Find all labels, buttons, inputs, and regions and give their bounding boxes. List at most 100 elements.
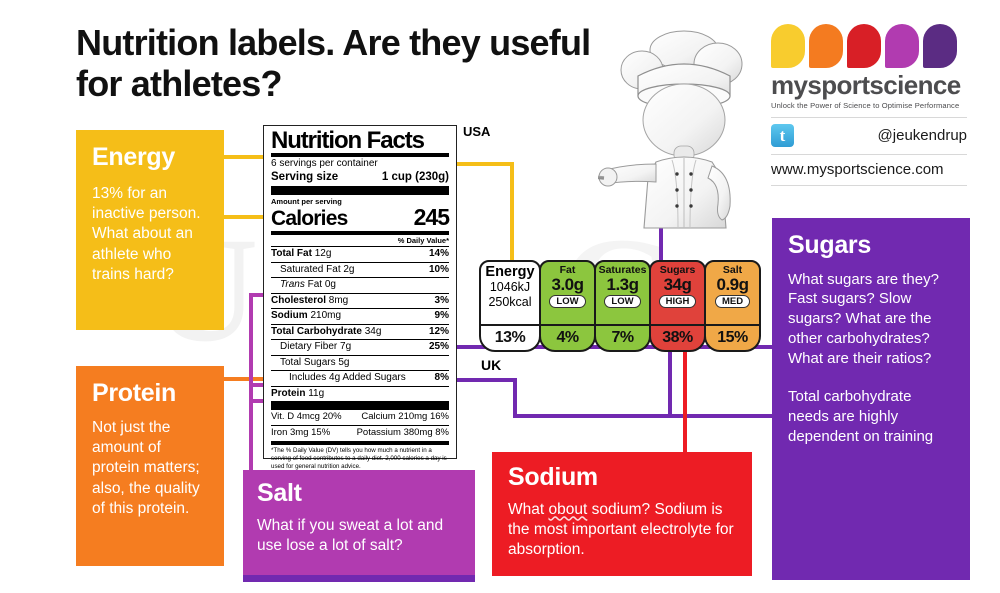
uk-cell-amount: 3.0g bbox=[551, 275, 584, 295]
nutrient-row: Total Carbohydrate 34g 12% bbox=[271, 323, 449, 340]
uk-cell-level: LOW bbox=[604, 294, 641, 308]
nutrient-daily-value: 3% bbox=[434, 294, 449, 306]
callout-energy-body: 13% for an inactive person. What about a… bbox=[92, 184, 201, 284]
twitter-handle[interactable]: @jeukendrup bbox=[877, 127, 967, 144]
divider bbox=[771, 154, 967, 155]
connector-sugars-riser bbox=[668, 352, 672, 416]
nutrient-row: Includes 4g Added Sugars 8% bbox=[271, 370, 449, 386]
nutrient-row: Total Sugars 5g bbox=[271, 354, 449, 371]
nutrition-facts-panel: Nutrition Facts 6 servings per container… bbox=[263, 125, 457, 470]
callout-sodium-heading: Sodium bbox=[508, 463, 598, 491]
nutrient-name: Saturated Fat 2g bbox=[280, 263, 355, 275]
vitamin-right: Calcium 210mg 16% bbox=[361, 411, 449, 423]
brand-tagline: Unlock the Power of Science to Optimise … bbox=[771, 101, 960, 110]
twitter-icon[interactable]: t bbox=[771, 124, 794, 147]
nutrient-daily-value: 9% bbox=[434, 310, 449, 322]
uk-cell-name: Salt bbox=[722, 264, 743, 276]
nutrient-name: Protein 11g bbox=[271, 387, 325, 399]
uk-cell-fat: Fat 3.0g LOW 4% bbox=[539, 260, 596, 352]
uk-energy-kcal: 250kcal bbox=[488, 295, 532, 310]
nutrient-name: Trans Fat 0g bbox=[280, 279, 336, 291]
callout-energy-heading: Energy bbox=[92, 143, 175, 171]
twitter-row[interactable]: t @jeukendrup bbox=[771, 124, 967, 147]
serving-size-row: Serving size 1 cup (230g) bbox=[271, 170, 449, 184]
brand-name: mysportscience bbox=[771, 70, 961, 100]
serving-size-value: 1 cup (230g) bbox=[381, 171, 449, 183]
connector-energy-top bbox=[224, 155, 266, 159]
nutrient-name: Total Fat 12g bbox=[271, 248, 332, 260]
connector-sugars-left-h bbox=[457, 378, 517, 382]
callout-protein-body: Not just the amount of protein matters; … bbox=[92, 418, 200, 518]
usa-label: USA bbox=[463, 124, 491, 139]
uk-cell-level: HIGH bbox=[658, 294, 697, 308]
servings-per-container: 6 servings per container bbox=[271, 158, 378, 169]
nutrient-daily-value: 25% bbox=[428, 341, 449, 353]
nutrient-daily-value: 8% bbox=[434, 372, 449, 384]
uk-cell-energy: Energy 1046kJ 250kcal 13% bbox=[479, 260, 541, 352]
nutrition-facts-title: Nutrition Facts bbox=[271, 127, 425, 154]
nutrient-row: Dietary Fiber 7g 25% bbox=[271, 339, 449, 355]
nutrient-row: Cholesterol 8mg 3% bbox=[271, 292, 449, 309]
connector-energy-bottom bbox=[224, 215, 266, 219]
nutrient-row: Sodium 210mg 9% bbox=[271, 308, 449, 324]
connector-salt-h2 bbox=[249, 383, 267, 387]
vitamin-row: Vit. D 4mcg 20% Calcium 210mg 16% bbox=[271, 410, 449, 424]
vitamin-left: Vit. D 4mcg 20% bbox=[271, 411, 342, 423]
chef-mascot-illustration bbox=[598, 30, 743, 229]
sodium-text-typo: obout bbox=[548, 500, 588, 518]
callout-sugars-body: What sugars are they? Fast sugars? Slow … bbox=[788, 270, 939, 368]
serving-size-label: Serving size bbox=[271, 171, 339, 183]
calories-value: 245 bbox=[413, 204, 450, 231]
connector-protein bbox=[224, 377, 266, 381]
uk-cell-saturates: Saturates 1.3g LOW 7% bbox=[594, 260, 651, 352]
uk-cell-pct: 7% bbox=[596, 324, 649, 350]
amount-per-serving: Amount per serving bbox=[271, 197, 342, 207]
callout-protein[interactable]: Protein Not just the amount of protein m… bbox=[76, 366, 224, 566]
connector-sodium-v bbox=[683, 352, 687, 452]
callout-sugars-body2: Total carbohydrate needs are highly depe… bbox=[788, 388, 934, 446]
uk-energy-name: Energy bbox=[485, 264, 535, 280]
nutrient-rows: Total Fat 12g 14% Saturated Fat 2g 10% Trans… bbox=[271, 246, 449, 401]
uk-cell-name: Sugars bbox=[659, 264, 696, 276]
nutrient-name: Includes 4g Added Sugars bbox=[289, 372, 406, 384]
logo-petal-4 bbox=[885, 24, 919, 68]
uk-cell-name: Saturates bbox=[598, 264, 647, 276]
nutrient-name: Sodium 210mg bbox=[271, 310, 342, 322]
vitamins-rows: Vit. D 4mcg 20% Calcium 210mg 16% Iron 3mg… bbox=[271, 410, 449, 440]
divider bbox=[771, 185, 967, 186]
callout-salt-heading: Salt bbox=[257, 479, 302, 507]
uk-energy-pct: 13% bbox=[481, 324, 539, 350]
connector-energy-usa-v bbox=[510, 162, 514, 262]
uk-label: UK bbox=[481, 357, 502, 373]
callout-salt-footer-strip bbox=[243, 575, 475, 582]
connector-sugars-left-v bbox=[513, 378, 517, 418]
logo-petals bbox=[771, 24, 967, 68]
nutrient-name: Total Sugars 5g bbox=[280, 356, 350, 368]
connector-salt-v bbox=[249, 293, 253, 471]
sodium-text-post: sodium? Sodium is the most important ele… bbox=[508, 500, 734, 559]
callout-sodium-body: What obout sodium? Sodium is the most im… bbox=[508, 500, 738, 561]
callout-sugars[interactable]: Sugars What sugars are they? Fast sugars… bbox=[772, 218, 970, 580]
uk-cell-amount: 0.9g bbox=[716, 275, 749, 295]
page-title: Nutrition labels. Are they useful for at… bbox=[76, 22, 591, 105]
daily-value-header: % Daily Value* bbox=[397, 236, 449, 246]
uk-cell-level: LOW bbox=[549, 294, 586, 308]
callout-salt[interactable]: Salt What if you sweat a lot and use los… bbox=[243, 470, 475, 582]
nutrient-row: Saturated Fat 2g 10% bbox=[271, 261, 449, 278]
connector-sugars-bottom-h bbox=[513, 414, 772, 418]
callout-energy[interactable]: Energy 13% for an inactive person. What … bbox=[76, 130, 224, 330]
connector-energy-usa-h bbox=[457, 162, 514, 166]
website-url[interactable]: www.mysportscience.com bbox=[771, 161, 944, 178]
nutrient-daily-value: 14% bbox=[428, 248, 449, 260]
callout-sodium[interactable]: Sodium What obout sodium? Sodium is the … bbox=[492, 452, 752, 576]
nutrient-daily-value: 12% bbox=[428, 325, 449, 337]
uk-cell-amount: 1.3g bbox=[606, 275, 639, 295]
logo-petal-1 bbox=[771, 24, 805, 68]
callout-salt-body: What if you sweat a lot and use lose a l… bbox=[257, 516, 444, 554]
logo-petal-5 bbox=[923, 24, 957, 68]
logo-petal-2 bbox=[809, 24, 843, 68]
nutrient-name: Total Carbohydrate 34g bbox=[271, 325, 382, 337]
nutrient-row: Total Fat 12g 14% bbox=[271, 246, 449, 262]
nutrient-name: Cholesterol 8mg bbox=[271, 294, 349, 306]
